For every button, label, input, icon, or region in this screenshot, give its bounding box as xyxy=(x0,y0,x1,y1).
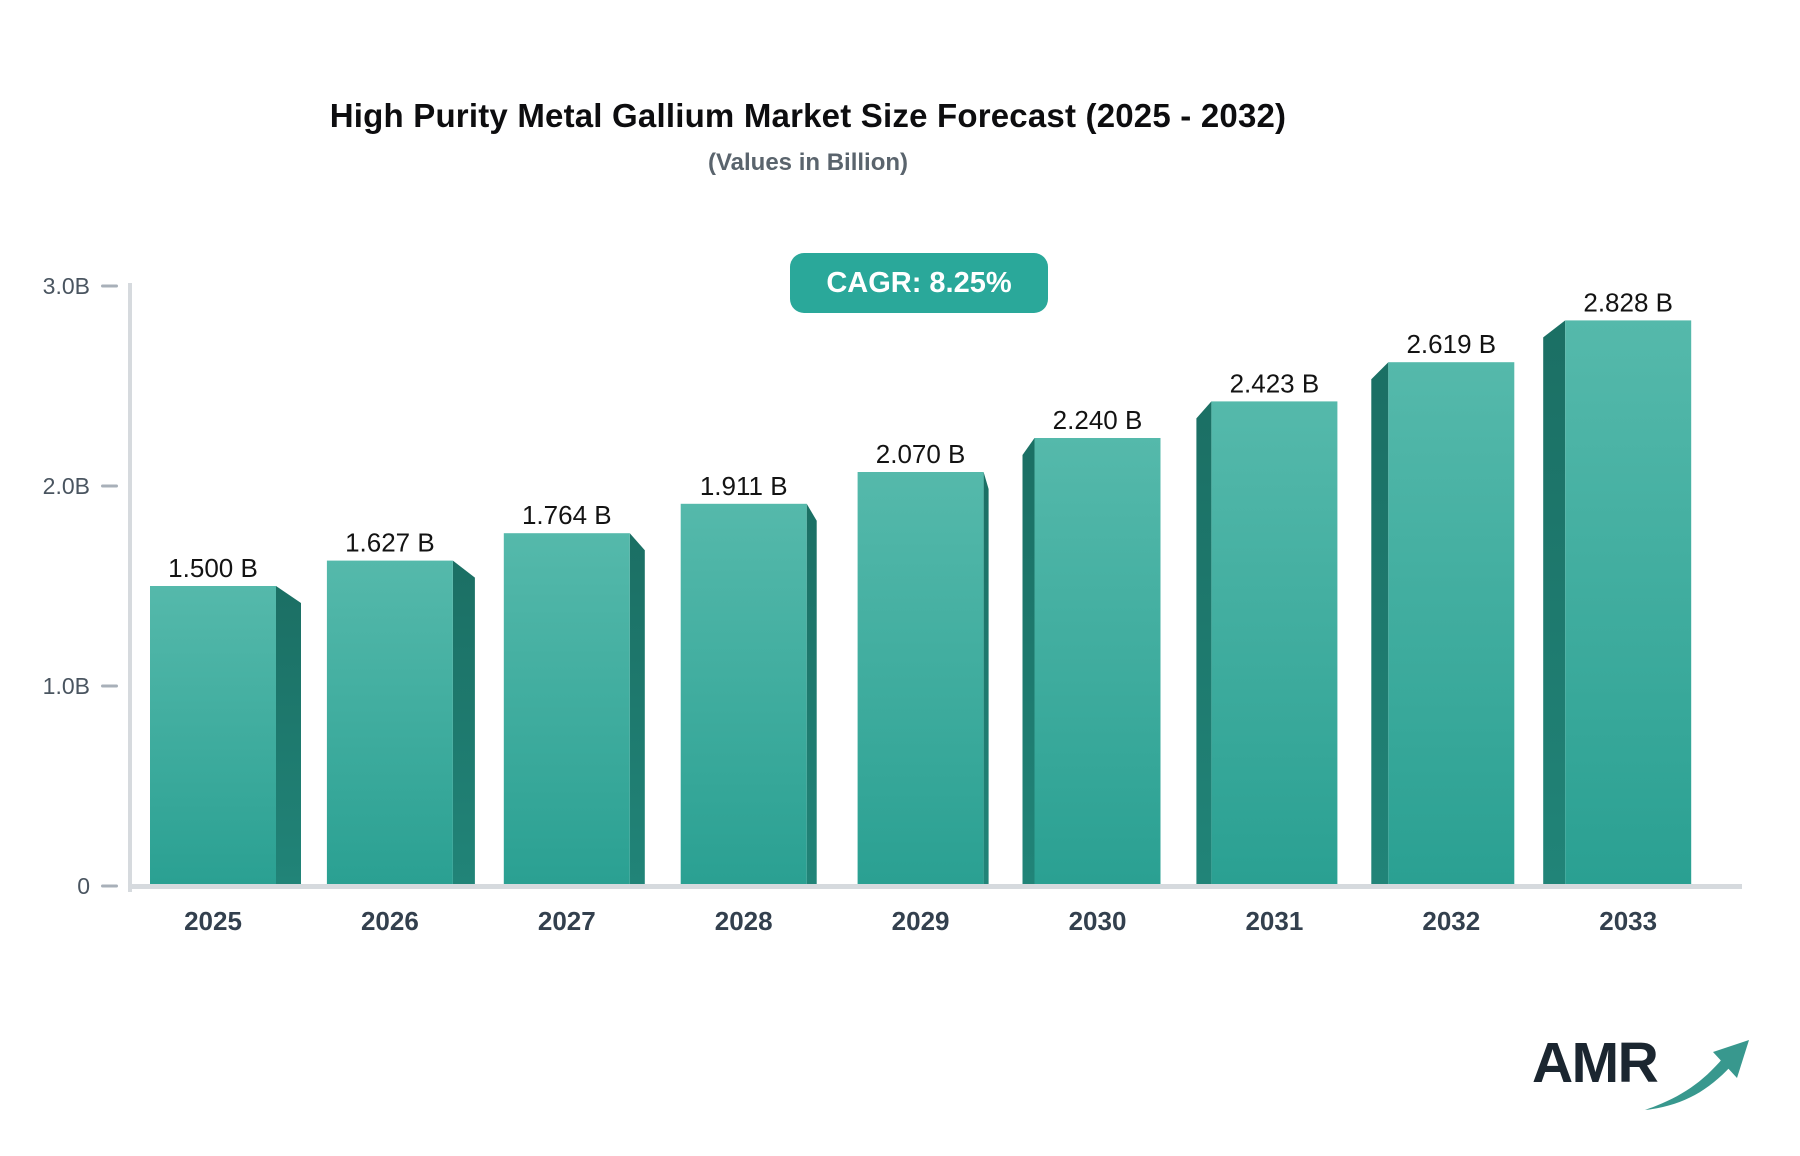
bar-value-label: 2.619 B xyxy=(1406,329,1496,359)
bar-value-label: 1.764 B xyxy=(522,500,612,530)
bar-value-label: 2.423 B xyxy=(1230,368,1320,398)
x-category-label: 2030 xyxy=(1069,906,1127,936)
bar-side-face xyxy=(1371,362,1389,886)
bar-2033 xyxy=(1543,320,1692,886)
bar-front-face xyxy=(1565,320,1692,886)
y-tick-label: 2.0B xyxy=(43,473,90,499)
bar-2026 xyxy=(326,560,475,886)
x-category-label: 2025 xyxy=(184,906,242,936)
x-category-label: 2027 xyxy=(538,906,596,936)
bar-side-face xyxy=(1196,401,1212,886)
amr-logo-text: AMR xyxy=(1532,1031,1659,1095)
bar-front-face xyxy=(1211,401,1338,886)
y-tick-label: 0 xyxy=(77,873,90,899)
cagr-badge-label: CAGR: 8.25% xyxy=(826,266,1012,299)
logo-arrow-icon xyxy=(1645,1040,1750,1110)
bar-side-face xyxy=(1543,320,1566,886)
y-tick-label: 3.0B xyxy=(43,273,90,299)
y-tick-mark xyxy=(101,284,118,288)
x-category-label: 2031 xyxy=(1245,906,1303,936)
bar-2031 xyxy=(1196,401,1338,886)
bar-side-face xyxy=(629,533,645,886)
bar-front-face xyxy=(1034,438,1161,886)
bar-value-label: 2.070 B xyxy=(876,439,966,469)
bar-2027 xyxy=(503,533,645,886)
cagr-badge: CAGR: 8.25% xyxy=(790,253,1048,313)
y-axis-line xyxy=(128,283,132,892)
y-tick-label: 1.0B xyxy=(43,673,90,699)
bar-side-face xyxy=(276,586,301,886)
x-category-label: 2032 xyxy=(1422,906,1480,936)
bar-2032 xyxy=(1371,362,1515,886)
x-category-label: 2026 xyxy=(361,906,419,936)
x-axis-line xyxy=(128,884,1742,889)
x-category-label: 2029 xyxy=(892,906,950,936)
bar-2028 xyxy=(680,503,817,886)
bar-front-face xyxy=(680,503,807,886)
bar-side-face xyxy=(806,503,817,886)
bar-value-label: 2.828 B xyxy=(1583,287,1673,317)
x-category-label: 2028 xyxy=(715,906,773,936)
x-category-label: 2033 xyxy=(1599,906,1657,936)
amr-logo: AMR xyxy=(1532,1032,1759,1118)
y-tick-mark xyxy=(101,484,118,488)
bar-side-face xyxy=(452,560,475,886)
bar-front-face xyxy=(1388,362,1515,886)
bar-value-label: 2.240 B xyxy=(1053,405,1143,435)
bar-2025 xyxy=(150,586,301,886)
bar-2030 xyxy=(1022,438,1161,886)
y-tick-mark xyxy=(101,884,118,888)
bar-front-face xyxy=(857,472,984,886)
bar-front-face xyxy=(326,560,453,886)
bar-value-label: 1.500 B xyxy=(168,553,258,583)
bar-value-label: 1.911 B xyxy=(700,471,788,501)
chart-subtitle: (Values in Billion) xyxy=(707,149,909,176)
bar-2029 xyxy=(857,472,989,886)
bar-side-face xyxy=(1022,438,1035,886)
bar-front-face xyxy=(503,533,630,886)
chart-title: High Purity Metal Gallium Market Size Fo… xyxy=(329,97,1287,134)
bar-value-label: 1.627 B xyxy=(345,528,435,558)
bar-side-face xyxy=(983,472,989,886)
y-tick-mark xyxy=(101,684,118,688)
bar-front-face xyxy=(150,586,276,886)
